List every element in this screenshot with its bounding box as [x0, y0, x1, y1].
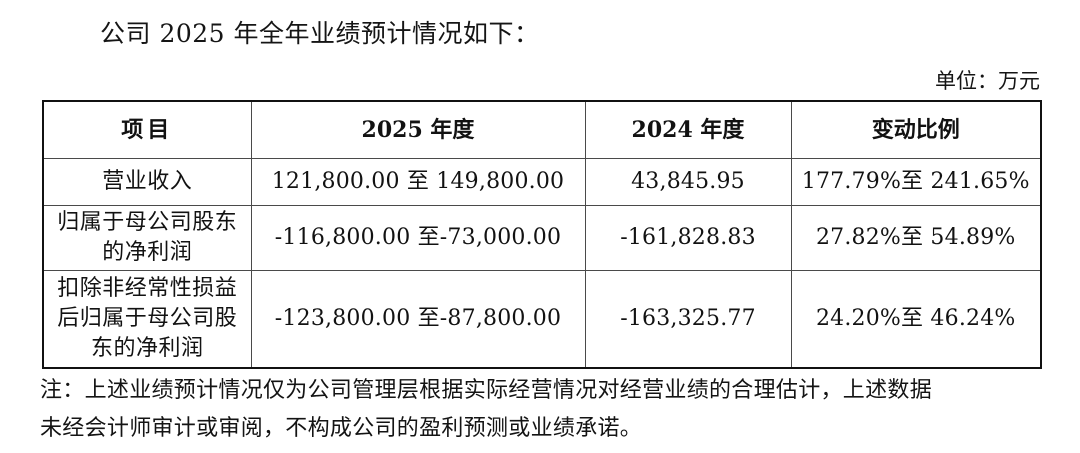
- row-label-revenue: 营业收入: [42, 158, 252, 206]
- unit-label: 单位：万元: [935, 69, 1040, 93]
- performance-forecast-table: 项目 2025 年度 2024 年度 变动比例 营业收入 121,800.00 …: [42, 100, 1042, 369]
- column-header-change-ratio: 变动比例: [790, 100, 1042, 159]
- column-header-year-2024: 2024 年度: [584, 100, 792, 159]
- table-row: 扣除非经常性损益后归属于母公司股东的净利润 -123,800.00 至-87,8…: [42, 270, 1042, 369]
- cell-net-profit-2025: -116,800.00 至-73,000.00: [250, 205, 586, 271]
- table-header-row: 项目 2025 年度 2024 年度 变动比例: [42, 100, 1042, 159]
- column-header-item: 项目: [42, 100, 252, 159]
- cell-net-profit-excl-nonrecurring-2024: -163,325.77: [584, 270, 792, 369]
- row-label-net-profit-excl-nonrecurring: 扣除非经常性损益后归属于母公司股东的净利润: [42, 270, 252, 369]
- cell-net-profit-excl-nonrecurring-2025: -123,800.00 至-87,800.00: [250, 270, 586, 369]
- column-header-year-2025: 2025 年度: [250, 100, 586, 159]
- footnote-line-2: 未经会计师审计或审阅，不构成公司的盈利预测或业绩承诺。: [40, 416, 643, 441]
- cell-revenue-2024: 43,845.95: [584, 158, 792, 206]
- cell-net-profit-change: 27.82%至 54.89%: [790, 205, 1042, 271]
- cell-revenue-2025: 121,800.00 至 149,800.00: [250, 158, 586, 206]
- footnote-line-1: 注：上述业绩预计情况仅为公司管理层根据实际经营情况对经营业绩的合理估计，上述数据: [40, 378, 933, 403]
- table-row: 营业收入 121,800.00 至 149,800.00 43,845.95 1…: [42, 158, 1042, 206]
- cell-net-profit-2024: -161,828.83: [584, 205, 792, 271]
- table-row: 归属于母公司股东的净利润 -116,800.00 至-73,000.00 -16…: [42, 205, 1042, 271]
- cell-net-profit-excl-nonrecurring-change: 24.20%至 46.24%: [790, 270, 1042, 369]
- table-footnote: 注：上述业绩预计情况仅为公司管理层根据实际经营情况对经营业绩的合理估计，上述数据…: [40, 372, 1050, 448]
- row-label-net-profit: 归属于母公司股东的净利润: [42, 205, 252, 271]
- page-title: 公司 2025 年全年业绩预计情况如下：: [100, 19, 540, 48]
- performance-table-container: 项目 2025 年度 2024 年度 变动比例 营业收入 121,800.00 …: [42, 100, 1042, 369]
- cell-revenue-change: 177.79%至 241.65%: [790, 158, 1042, 206]
